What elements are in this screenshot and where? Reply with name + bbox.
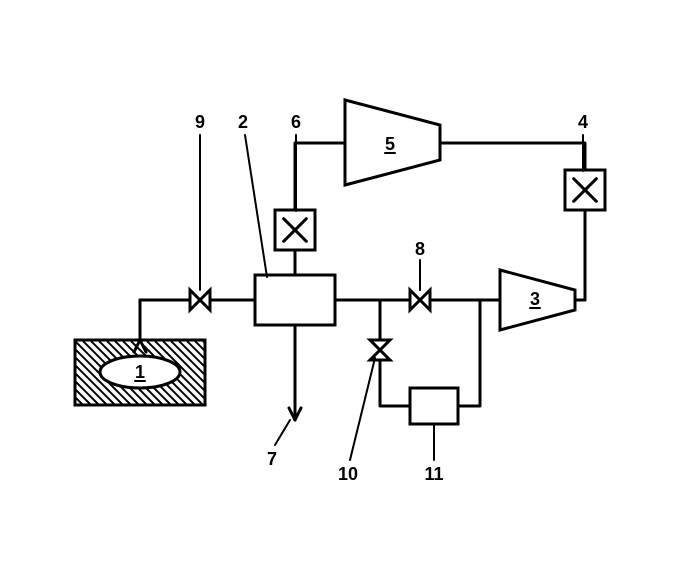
pipe-hx11-back (458, 300, 480, 406)
leader-7 (275, 420, 290, 445)
valve-9 (190, 290, 210, 310)
pipe-comb4-to-comp3 (575, 210, 585, 300)
svg-text:3: 3 (530, 289, 540, 309)
label-9: 9 (195, 112, 205, 132)
svg-text:5: 5 (385, 134, 395, 154)
leader-2 (245, 135, 267, 277)
pipe-turb-to-comb4 (440, 143, 585, 170)
pipe-box6-to-turb (295, 143, 345, 210)
label-7: 7 (267, 449, 277, 469)
valve-8 (410, 290, 430, 310)
diagram-canvas: 1 3 5 9 2 6 4 8 7 10 11 (0, 0, 681, 564)
svg-text:1: 1 (135, 362, 145, 382)
leader-10 (350, 358, 375, 460)
valve-10 (370, 340, 390, 360)
label-6: 6 (291, 112, 301, 132)
label-4: 4 (578, 112, 588, 132)
source-1 (10, 340, 331, 405)
label-8: 8 (415, 239, 425, 259)
label-2: 2 (238, 112, 248, 132)
label-11: 11 (424, 464, 443, 484)
label-10: 10 (338, 464, 358, 484)
